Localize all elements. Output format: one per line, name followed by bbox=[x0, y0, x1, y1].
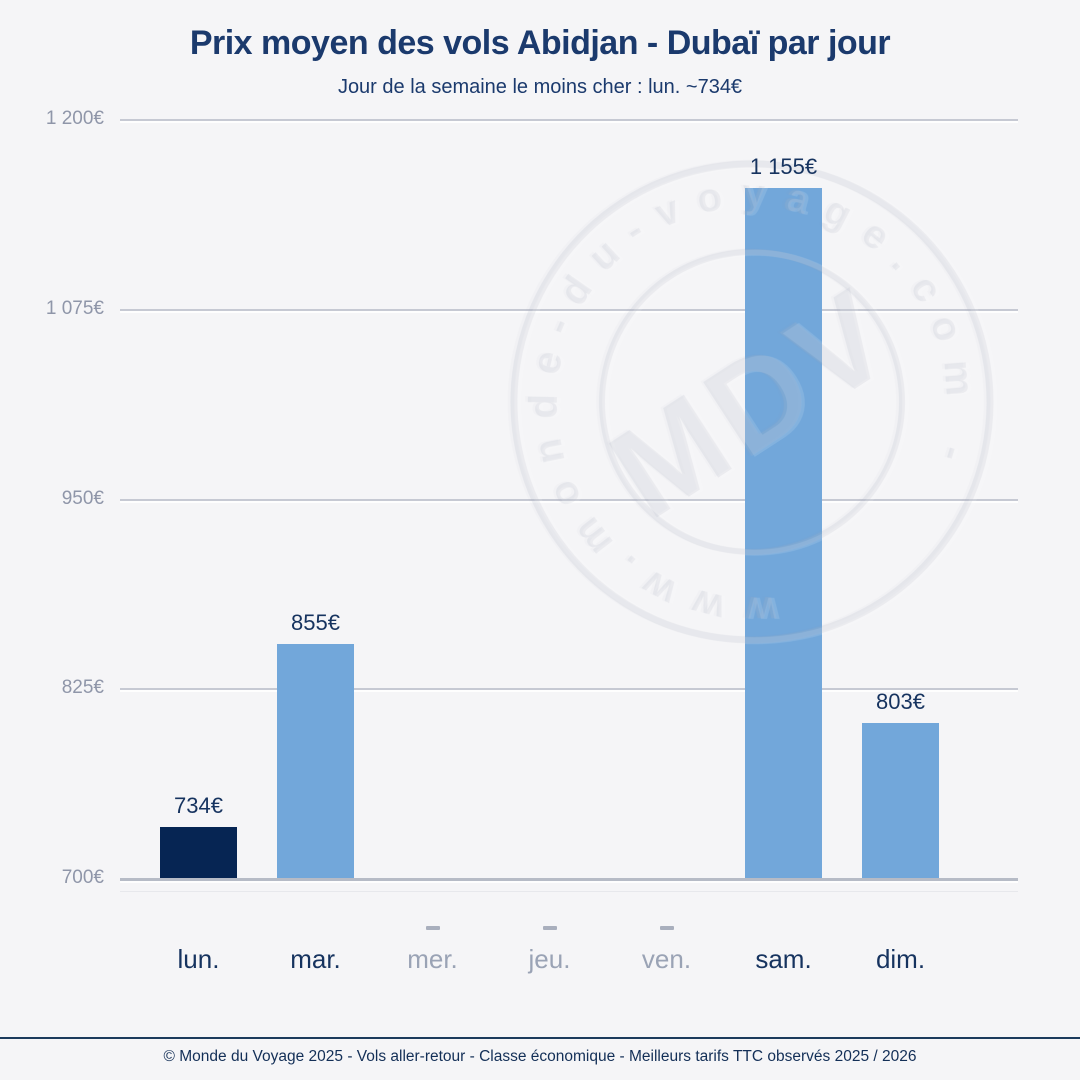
gridline bbox=[120, 498, 1018, 501]
bar-sam bbox=[745, 188, 822, 878]
bar-value-label: 1 155€ bbox=[749, 154, 818, 180]
gridline bbox=[120, 308, 1018, 311]
gridline bbox=[120, 119, 1018, 121]
x-axis-baseline bbox=[120, 878, 1018, 881]
chart-header: Prix moyen des vols Abidjan - Dubaï par … bbox=[0, 0, 1080, 99]
missing-data-dash bbox=[425, 926, 440, 930]
footer-text: © Monde du Voyage 2025 - Vols aller-reto… bbox=[163, 1048, 917, 1065]
missing-data-dash bbox=[542, 926, 557, 930]
y-axis-tick-label: 950€ bbox=[61, 487, 104, 509]
x-axis-label-dim: dim. bbox=[875, 944, 926, 974]
page-subtitle: Jour de la semaine le moins cher : lun. … bbox=[337, 76, 743, 98]
bar-chart: www.monde-du-voyage.com - MDV 700€825€95… bbox=[45, 108, 1018, 974]
x-axis-label-ven: ven. bbox=[641, 944, 692, 974]
baseline-shadow bbox=[120, 891, 1018, 892]
gridline bbox=[120, 688, 1018, 691]
y-axis-tick-label: 1 200€ bbox=[45, 108, 104, 129]
x-axis-label-jeu: jeu. bbox=[528, 944, 571, 974]
bar-value-label: 734€ bbox=[174, 793, 223, 819]
footer-divider bbox=[0, 1037, 1080, 1039]
x-axis-label-mer: mer. bbox=[407, 944, 458, 974]
bar-mar bbox=[277, 643, 354, 878]
x-axis-label-mar: mar. bbox=[290, 944, 341, 974]
y-axis-tick-label: 700€ bbox=[61, 867, 104, 888]
missing-data-dash bbox=[659, 926, 674, 930]
bar-dim bbox=[862, 722, 939, 878]
y-axis-tick-label: 825€ bbox=[61, 677, 104, 699]
bar-lun bbox=[160, 827, 237, 878]
x-axis-label-lun: lun. bbox=[177, 944, 220, 974]
bar-value-label: 803€ bbox=[876, 688, 925, 714]
x-axis-label-sam: sam. bbox=[755, 944, 812, 974]
bar-value-label: 855€ bbox=[291, 609, 340, 635]
y-axis-tick-label: 1 075€ bbox=[45, 297, 104, 319]
page-title: Prix moyen des vols Abidjan - Dubaï par … bbox=[189, 24, 891, 62]
